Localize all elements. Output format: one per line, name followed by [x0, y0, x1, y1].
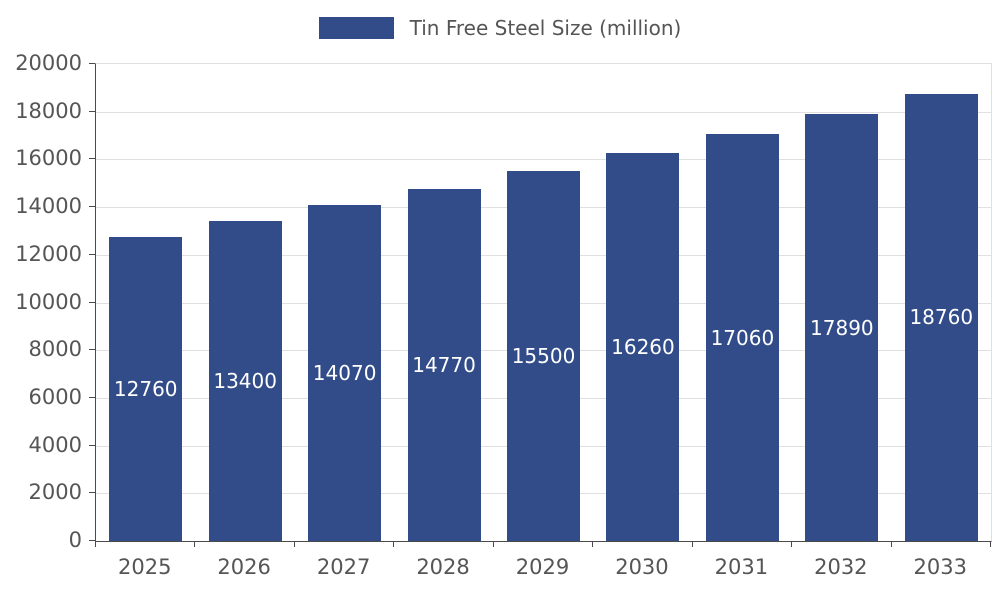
x-tick-mark: [791, 541, 793, 547]
y-tick-label: 0: [68, 528, 82, 552]
bar: 17060: [705, 134, 779, 541]
bar-value-label: 13400: [213, 369, 277, 394]
y-tick-mark: [89, 396, 95, 398]
y-tick-mark: [89, 206, 95, 208]
y-tick-label: 2000: [28, 480, 82, 505]
bar-value-label: 14770: [412, 352, 476, 377]
gridline: [96, 159, 991, 161]
legend-swatch: [318, 17, 394, 39]
x-tick-label: 2029: [515, 555, 570, 579]
legend-label: Tin Free Steel Size (million): [409, 16, 682, 40]
bar: 14770: [407, 188, 481, 541]
x-tick-mark: [293, 541, 295, 547]
bar-value-label: 12760: [113, 376, 178, 401]
bar-value-label: 17890: [810, 315, 874, 340]
bar: 17890: [805, 114, 879, 541]
y-tick-label: 14000: [15, 194, 82, 219]
y-tick-mark: [89, 110, 95, 112]
y-tick-mark: [89, 444, 95, 446]
y-tick-mark: [89, 540, 95, 541]
x-tick-mark: [492, 541, 494, 547]
y-tick-mark: [89, 63, 95, 64]
x-tick-label: 2031: [714, 555, 769, 579]
y-tick-label: 18000: [15, 98, 82, 123]
bar: 12760: [109, 236, 183, 541]
x-tick-mark: [890, 541, 892, 547]
x-tick-label: 2028: [416, 555, 470, 579]
y-tick-mark: [89, 253, 95, 255]
bar-value-label: 17060: [710, 325, 775, 350]
bar: 14070: [308, 205, 382, 541]
bar: 16260: [606, 153, 680, 541]
bar: 18760: [904, 93, 978, 541]
y-tick-mark: [89, 349, 95, 351]
x-tick-mark: [990, 541, 991, 547]
y-tick-mark: [89, 158, 95, 160]
y-tick-label: 16000: [15, 146, 82, 171]
plot-area: 12760 13400 14070 14770 15500 16260 17060 17890…: [95, 63, 992, 542]
x-tick-mark: [194, 541, 196, 547]
x-tick-label: 2027: [316, 555, 371, 579]
y-tick-label: 12000: [15, 241, 82, 266]
y-tick-label: 10000: [15, 289, 82, 314]
x-tick-label: 2030: [615, 555, 669, 579]
y-tick-label: 4000: [28, 432, 82, 457]
x-tick-mark: [592, 541, 594, 547]
y-tick-label: 20000: [15, 51, 82, 75]
bar-value-label: 15500: [511, 344, 576, 369]
bar-value-label: 16260: [611, 335, 675, 360]
bar-value-label: 14070: [312, 361, 377, 386]
x-tick-label: 2025: [117, 555, 172, 579]
legend[interactable]: Tin Free Steel Size (million): [0, 16, 1000, 40]
y-tick-mark: [89, 301, 95, 303]
x-tick-label: 2026: [217, 555, 271, 579]
y-tick-mark: [89, 492, 95, 494]
y-tick-label: 8000: [28, 337, 82, 362]
x-tick-mark: [95, 541, 96, 547]
bar: 13400: [208, 221, 282, 541]
bar-value-label: 18760: [909, 305, 974, 330]
x-tick-label: 2032: [814, 555, 868, 579]
x-tick-mark: [393, 541, 395, 547]
y-tick-label: 6000: [28, 384, 82, 409]
bar: 15500: [507, 171, 580, 541]
x-tick-mark: [691, 541, 693, 547]
gridline: [96, 111, 991, 113]
x-tick-label: 2033: [913, 555, 967, 579]
